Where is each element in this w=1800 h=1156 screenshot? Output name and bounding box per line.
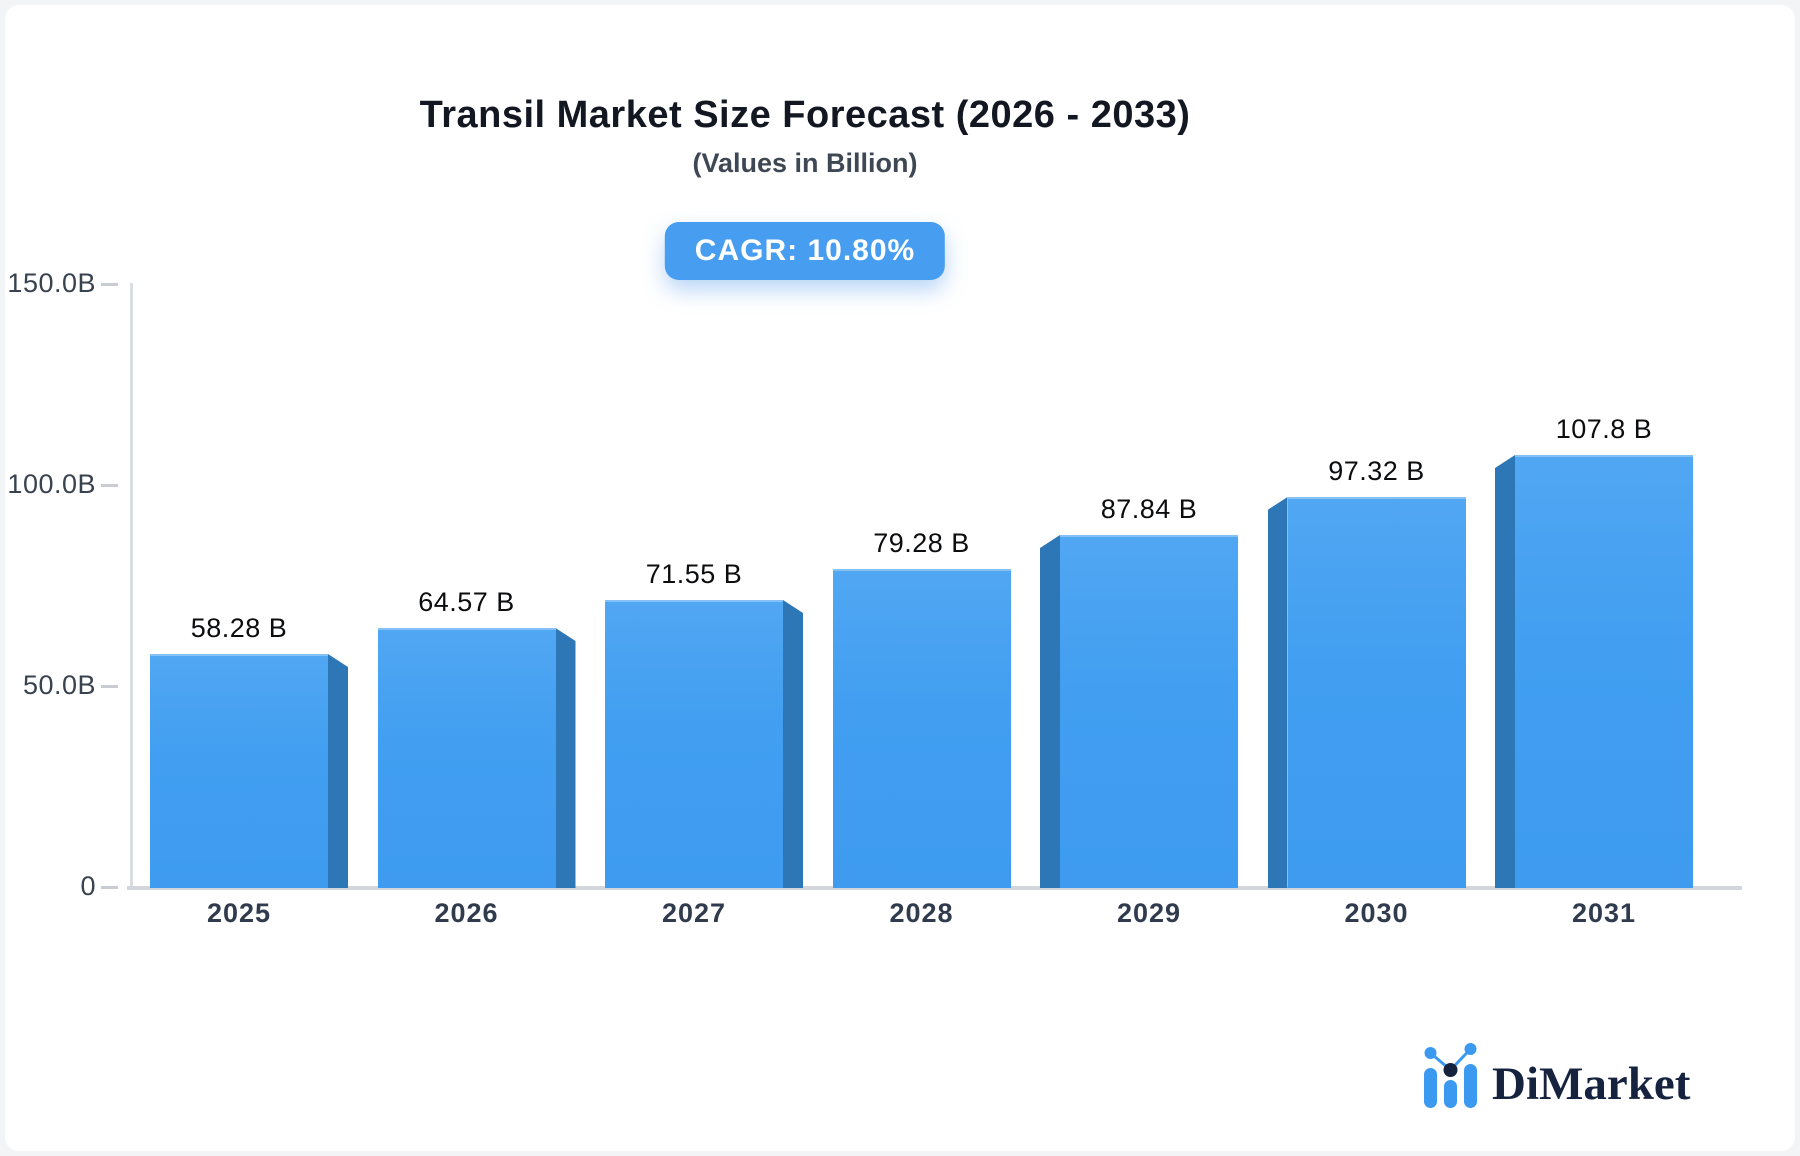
y-tick-mark [101,484,118,487]
bar-side-face [1495,455,1515,888]
bar-value-label: 64.57 B [418,587,515,617]
bar-2029 [1060,535,1238,888]
chart-subtitle: (Values in Billion) [692,148,918,178]
y-tick-mark [101,685,118,688]
cagr-badge: CAGR: 10.80% [664,222,946,280]
x-tick-label: 2027 [661,898,727,928]
bar-side-face [555,628,576,888]
x-tick-label: 2025 [206,898,272,928]
bars-container: 58.28 B 64.57 B 71.55 B 79.28 B 87.84 B 97.32… [0,285,1800,888]
x-axis-line [127,886,1742,890]
bar-value-label: 87.84 B [1100,494,1198,524]
brand-logo: DiMarket [1422,1042,1690,1108]
x-tick-label: 2030 [1344,898,1409,928]
bar-value-label: 71.55 B [645,559,743,589]
y-tick-mark [101,283,118,286]
bar-2027 [605,600,783,888]
y-tick-label: 100.0B [7,469,96,499]
bar-2025 [150,654,328,888]
x-tick-label: 2031 [1571,898,1637,928]
y-tick-label: 50.0B [22,670,96,700]
bar-value-label: 97.32 B [1328,456,1425,486]
bar-side-face [328,654,348,888]
bar-side-face [783,600,803,888]
bar-side-face [1267,497,1288,888]
bar-value-label: 58.28 B [190,613,288,643]
y-tick-label: 150.0B [7,268,96,298]
y-axis-line [130,283,133,888]
bar-2026 [377,628,556,888]
x-tick-label: 2029 [1116,898,1182,928]
brand-name: DiMarket [1492,1058,1691,1110]
y-tick-mark [101,886,118,889]
x-tick-label: 2028 [889,898,954,928]
bar-2030 [1287,497,1466,888]
bar-2028 [832,569,1011,888]
bar-line-chart-icon [1424,1043,1477,1108]
bar-2031 [1515,455,1693,888]
chart-title: Transil Market Size Forecast (2026 - 203… [419,94,1191,136]
bar-side-face [1040,535,1060,888]
bar-value-label: 79.28 B [873,528,970,558]
bar-value-label: 107.8 B [1555,414,1653,444]
x-axis-labels: 2025 2026 2027 2028 2029 2030 2031 [0,898,1800,938]
x-tick-label: 2026 [434,898,499,928]
y-tick-label: 0 [80,871,96,901]
